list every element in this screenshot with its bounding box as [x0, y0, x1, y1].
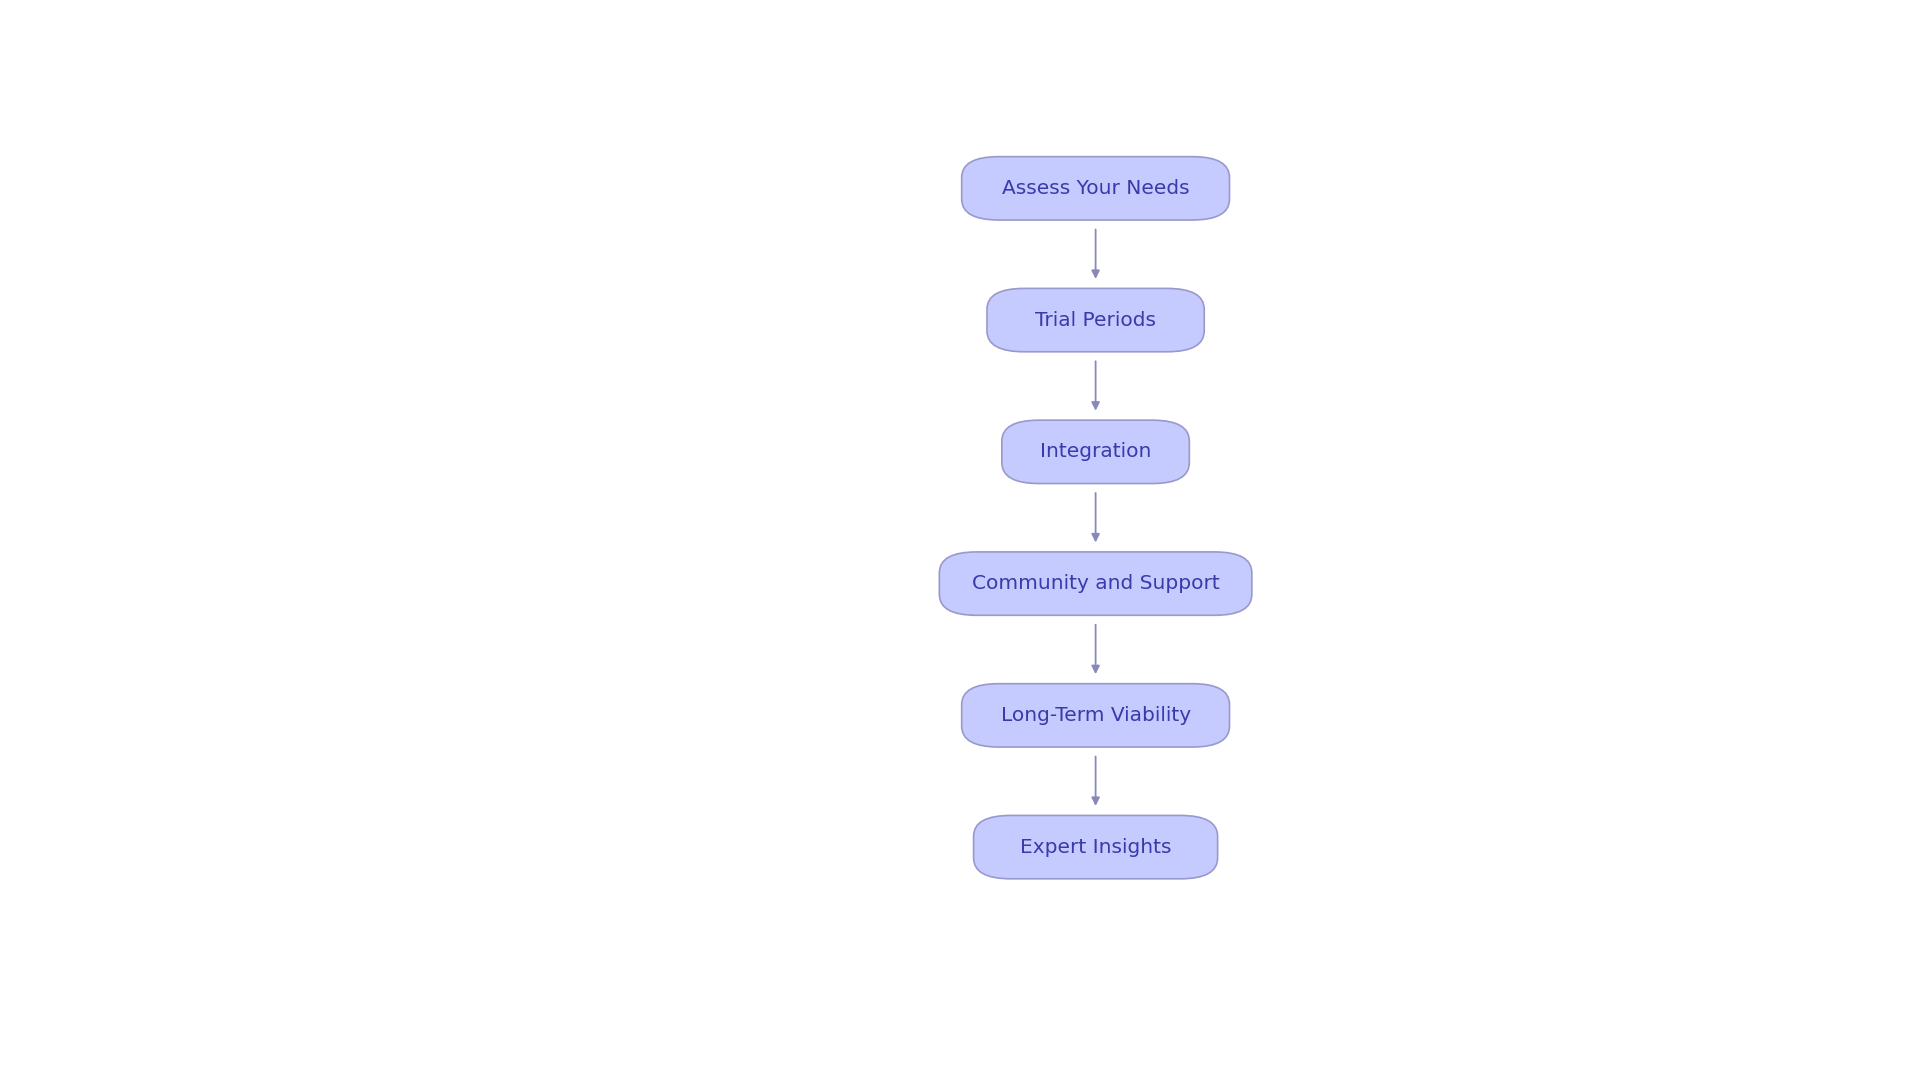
- FancyBboxPatch shape: [987, 288, 1204, 352]
- Text: Long-Term Viability: Long-Term Viability: [1000, 706, 1190, 725]
- Text: Community and Support: Community and Support: [972, 574, 1219, 593]
- Text: Assess Your Needs: Assess Your Needs: [1002, 179, 1188, 198]
- FancyBboxPatch shape: [962, 683, 1229, 747]
- Text: Expert Insights: Expert Insights: [1020, 837, 1171, 857]
- FancyBboxPatch shape: [962, 157, 1229, 220]
- FancyBboxPatch shape: [973, 815, 1217, 878]
- Text: Trial Periods: Trial Periods: [1035, 311, 1156, 329]
- FancyBboxPatch shape: [1002, 420, 1188, 483]
- FancyBboxPatch shape: [939, 552, 1252, 615]
- Text: Integration: Integration: [1041, 442, 1152, 461]
